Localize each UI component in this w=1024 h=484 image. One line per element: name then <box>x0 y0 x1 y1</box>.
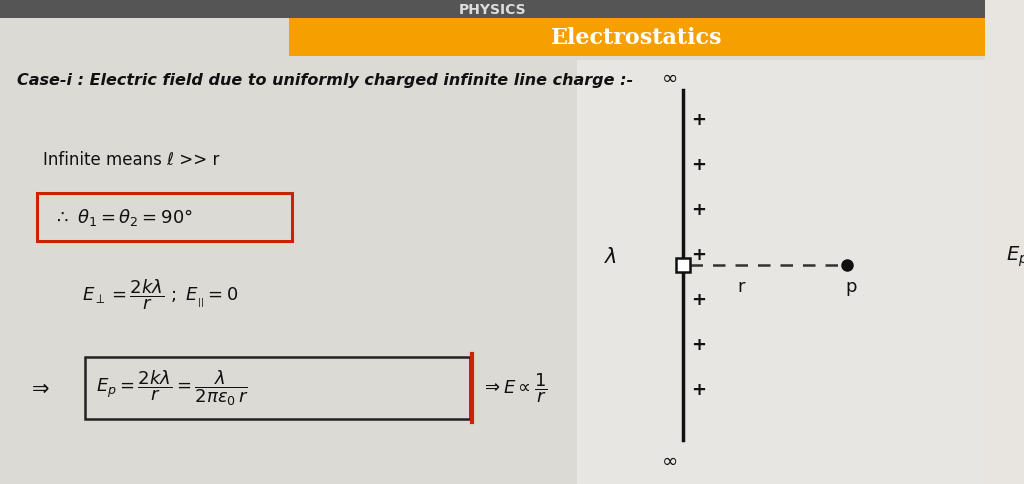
Text: $\Rightarrow$: $\Rightarrow$ <box>27 378 49 398</box>
Text: +: + <box>691 336 707 354</box>
Text: +: + <box>691 156 707 174</box>
Text: $\infty$: $\infty$ <box>660 451 677 469</box>
Text: r: r <box>737 278 744 296</box>
Text: $\Rightarrow E \propto \dfrac{1}{r}$: $\Rightarrow E \propto \dfrac{1}{r}$ <box>481 371 548 405</box>
Bar <box>37 193 292 241</box>
Bar <box>0 0 985 18</box>
Text: $E_{\perp} = \dfrac{2k\lambda}{r}\ ;\ E_{_{||}} = 0$: $E_{\perp} = \dfrac{2k\lambda}{r}\ ;\ E_… <box>82 278 238 312</box>
Text: $E_p$: $E_p$ <box>1006 245 1024 269</box>
Bar <box>677 258 690 272</box>
Text: PHYSICS: PHYSICS <box>459 3 526 17</box>
Bar <box>578 60 985 484</box>
Text: $\lambda$: $\lambda$ <box>604 247 617 267</box>
Bar <box>85 357 470 419</box>
Text: +: + <box>691 111 707 129</box>
Text: $\therefore\ \theta_1 = \theta_2 = 90°$: $\therefore\ \theta_1 = \theta_2 = 90°$ <box>53 208 193 228</box>
Text: +: + <box>691 381 707 399</box>
Text: Case-i : Electric field due to uniformly charged infinite line charge :-: Case-i : Electric field due to uniformly… <box>17 73 634 88</box>
Text: Infinite means ℓ >> r: Infinite means ℓ >> r <box>43 151 220 169</box>
Text: p: p <box>846 278 857 296</box>
Bar <box>289 18 985 56</box>
Text: $E_p = \dfrac{2k\lambda}{r} = \dfrac{\lambda}{2\pi\epsilon_0\, r}$: $E_p = \dfrac{2k\lambda}{r} = \dfrac{\la… <box>96 368 249 408</box>
Text: +: + <box>691 246 707 264</box>
Text: Electrostatics: Electrostatics <box>551 27 723 49</box>
Text: +: + <box>691 291 707 309</box>
Text: +: + <box>691 201 707 219</box>
Text: $\infty$: $\infty$ <box>660 67 677 87</box>
